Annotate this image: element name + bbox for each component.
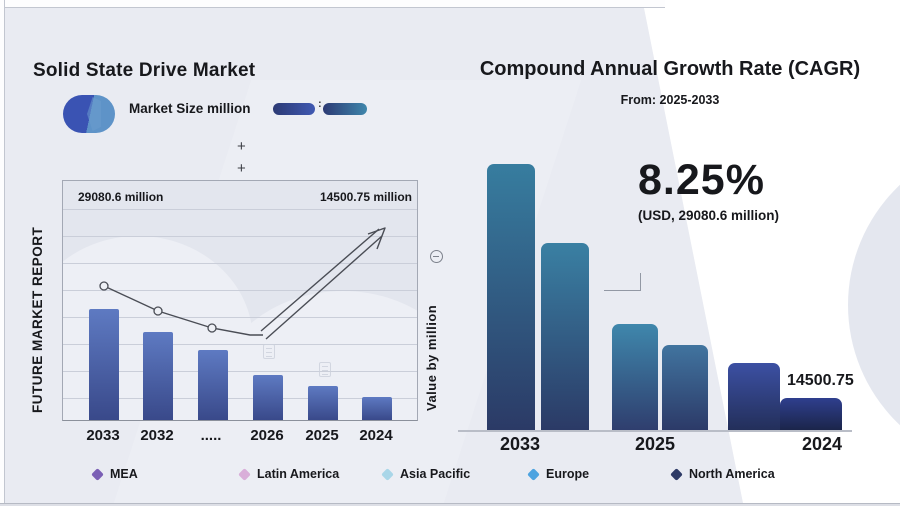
gridline bbox=[63, 344, 417, 345]
small-pill-blue-icon bbox=[273, 103, 315, 115]
cagr-subtitle: From: 2025-2033 bbox=[620, 93, 720, 107]
left-x-axis-labels: 2033 2032..... 2026 2025 2024 bbox=[62, 427, 418, 447]
market-size-chart: 29080.6 million 14500.75 million bbox=[62, 180, 418, 421]
legend-diamond-icon bbox=[238, 467, 251, 481]
legend-label: Europe bbox=[546, 467, 590, 481]
cagr-value-block: 8.25% (USD, 29080.6 million) bbox=[638, 156, 779, 223]
frame-bottom bbox=[0, 503, 900, 506]
x-label: 2026 bbox=[250, 427, 284, 444]
legend-item: Asia Pacific bbox=[381, 467, 471, 481]
bar bbox=[198, 350, 228, 420]
legend-diamond-icon bbox=[91, 467, 104, 481]
legend-label: MEA bbox=[110, 467, 138, 481]
legend-diamond-icon bbox=[381, 467, 394, 481]
legend-item: MEA bbox=[91, 467, 138, 481]
bar bbox=[89, 309, 119, 420]
frame-top bbox=[0, 0, 665, 8]
chart-start-value: 29080.6 million bbox=[78, 190, 164, 204]
gridline bbox=[63, 317, 417, 318]
bar bbox=[253, 375, 283, 420]
legend-item: Europe bbox=[527, 467, 590, 481]
trend-line-arrow bbox=[99, 227, 386, 340]
x-label: 2032 bbox=[140, 427, 174, 444]
legend-pill-label: Market Size million bbox=[129, 101, 251, 116]
ghost-document-icon bbox=[263, 344, 275, 359]
bar bbox=[362, 397, 392, 420]
bar bbox=[143, 332, 173, 420]
legend-diamond-icon bbox=[527, 467, 540, 481]
legend-label: Latin America bbox=[257, 467, 340, 481]
market-size-legend: Market Size million : bbox=[63, 95, 383, 135]
end-value-label: 14500.75 bbox=[787, 372, 854, 389]
gridline bbox=[63, 398, 417, 399]
legend-pill-icon bbox=[63, 95, 115, 133]
watermark-side-label: FUTURE MARKET REPORT bbox=[30, 226, 45, 414]
bar bbox=[728, 363, 780, 430]
bar bbox=[612, 324, 658, 430]
cagr-percentage: 8.25% bbox=[638, 156, 765, 204]
gridline bbox=[63, 236, 417, 237]
gridline bbox=[63, 263, 417, 264]
x-label: 2033 bbox=[86, 427, 120, 444]
circled-minus-icon bbox=[430, 250, 443, 263]
gridline bbox=[63, 371, 417, 372]
ghost-document-icon bbox=[319, 362, 331, 377]
chart-end-value: 14500.75 million bbox=[319, 190, 412, 204]
line-marker bbox=[99, 281, 109, 291]
gridline bbox=[63, 209, 417, 210]
cagr-note: (USD, 29080.6 million) bbox=[638, 208, 780, 223]
bracket-decoration bbox=[604, 290, 641, 291]
y-axis-label: Value by million bbox=[424, 304, 439, 411]
x-label: ..... bbox=[200, 427, 222, 444]
legend-diamond-icon bbox=[670, 467, 683, 481]
legend-label: Asia Pacific bbox=[400, 467, 471, 481]
bracket-decoration bbox=[640, 273, 641, 291]
legend-item: North America bbox=[670, 467, 775, 481]
x-label: 2024 bbox=[359, 427, 393, 444]
bar bbox=[662, 345, 708, 430]
line-marker bbox=[207, 323, 217, 333]
plus-mark-icon: + bbox=[237, 160, 246, 177]
right-x-axis-line bbox=[458, 430, 852, 432]
line-marker bbox=[153, 306, 163, 316]
x-label: 2033 bbox=[499, 434, 541, 454]
frame-left bbox=[0, 0, 5, 506]
plus-mark-icon: + bbox=[237, 138, 246, 155]
page-title: Solid State Drive Market bbox=[33, 60, 256, 81]
bar bbox=[541, 243, 589, 430]
cagr-title: Compound Annual Growth Rate (CAGR) bbox=[479, 58, 861, 80]
x-label: 2024 bbox=[801, 434, 843, 454]
legend-label: North America bbox=[689, 467, 775, 481]
bar bbox=[487, 164, 535, 430]
bar bbox=[308, 386, 338, 420]
legend-item: Latin America bbox=[238, 467, 340, 481]
small-pill-teal-icon bbox=[323, 103, 367, 115]
pill-separator: : bbox=[318, 98, 322, 110]
bar bbox=[780, 398, 842, 430]
x-label: 2025 bbox=[305, 427, 339, 444]
x-label: 2025 bbox=[634, 434, 676, 454]
gridline bbox=[63, 290, 417, 291]
